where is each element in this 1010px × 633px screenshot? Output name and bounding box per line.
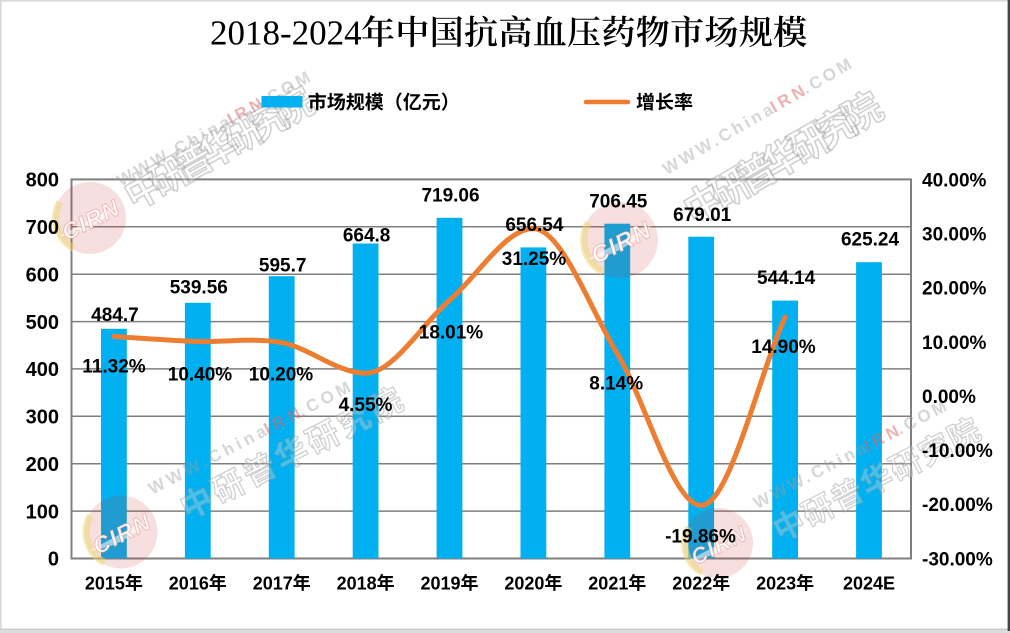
svg-text:2023: 2023	[756, 573, 796, 593]
svg-text:40.00%: 40.00%	[922, 170, 987, 191]
svg-text:200: 200	[26, 454, 59, 476]
svg-text:-20.00%: -20.00%	[922, 495, 993, 516]
svg-text:8.14%: 8.14%	[589, 374, 643, 395]
svg-text:544.14: 544.14	[757, 268, 816, 289]
svg-text:700: 700	[26, 217, 59, 239]
svg-text:656.54: 656.54	[505, 215, 564, 236]
svg-text:11.32%: 11.32%	[82, 356, 145, 377]
svg-text:2018: 2018	[337, 573, 377, 593]
svg-text:600: 600	[26, 264, 59, 286]
svg-text:14.90%: 14.90%	[751, 337, 816, 358]
svg-text:30.00%: 30.00%	[922, 225, 987, 246]
svg-text:10.40%: 10.40%	[168, 364, 233, 385]
svg-text:539.56: 539.56	[170, 277, 228, 298]
svg-text:10.20%: 10.20%	[249, 364, 314, 385]
svg-text:664.8: 664.8	[343, 226, 391, 247]
svg-text:2021: 2021	[588, 573, 628, 593]
svg-text:-19.86%: -19.86%	[665, 526, 736, 547]
svg-text:400: 400	[26, 359, 59, 381]
svg-text:300: 300	[26, 407, 59, 429]
svg-text:2022: 2022	[672, 573, 712, 593]
svg-text:0.00%: 0.00%	[922, 387, 976, 408]
svg-text:18.01%: 18.01%	[419, 322, 484, 343]
svg-text:2015: 2015	[85, 573, 125, 593]
svg-text:2020: 2020	[504, 573, 544, 593]
svg-text:679.01: 679.01	[673, 205, 732, 226]
svg-text:-10.00%: -10.00%	[922, 441, 993, 462]
svg-text:800: 800	[26, 170, 59, 192]
svg-text:0: 0	[48, 549, 59, 571]
svg-text:484.7: 484.7	[91, 305, 139, 326]
svg-text:706.45: 706.45	[589, 191, 648, 212]
svg-text:31.25%: 31.25%	[502, 249, 567, 270]
svg-text:2017: 2017	[253, 573, 293, 593]
svg-text:20.00%: 20.00%	[922, 279, 987, 300]
svg-text:4.55%: 4.55%	[339, 395, 393, 416]
svg-text:2016: 2016	[169, 573, 209, 593]
svg-text:2024E: 2024E	[843, 573, 895, 593]
svg-text:2019: 2019	[421, 573, 461, 593]
svg-text:625.24: 625.24	[841, 230, 900, 251]
svg-text:2018-2024: 2018-2024	[210, 13, 362, 52]
svg-text:-30.00%: -30.00%	[922, 549, 993, 570]
svg-text:719.06: 719.06	[421, 185, 479, 206]
svg-text:595.7: 595.7	[259, 255, 307, 276]
svg-text:100: 100	[26, 501, 59, 523]
svg-text:10.00%: 10.00%	[922, 333, 987, 354]
svg-text:500: 500	[26, 312, 59, 334]
